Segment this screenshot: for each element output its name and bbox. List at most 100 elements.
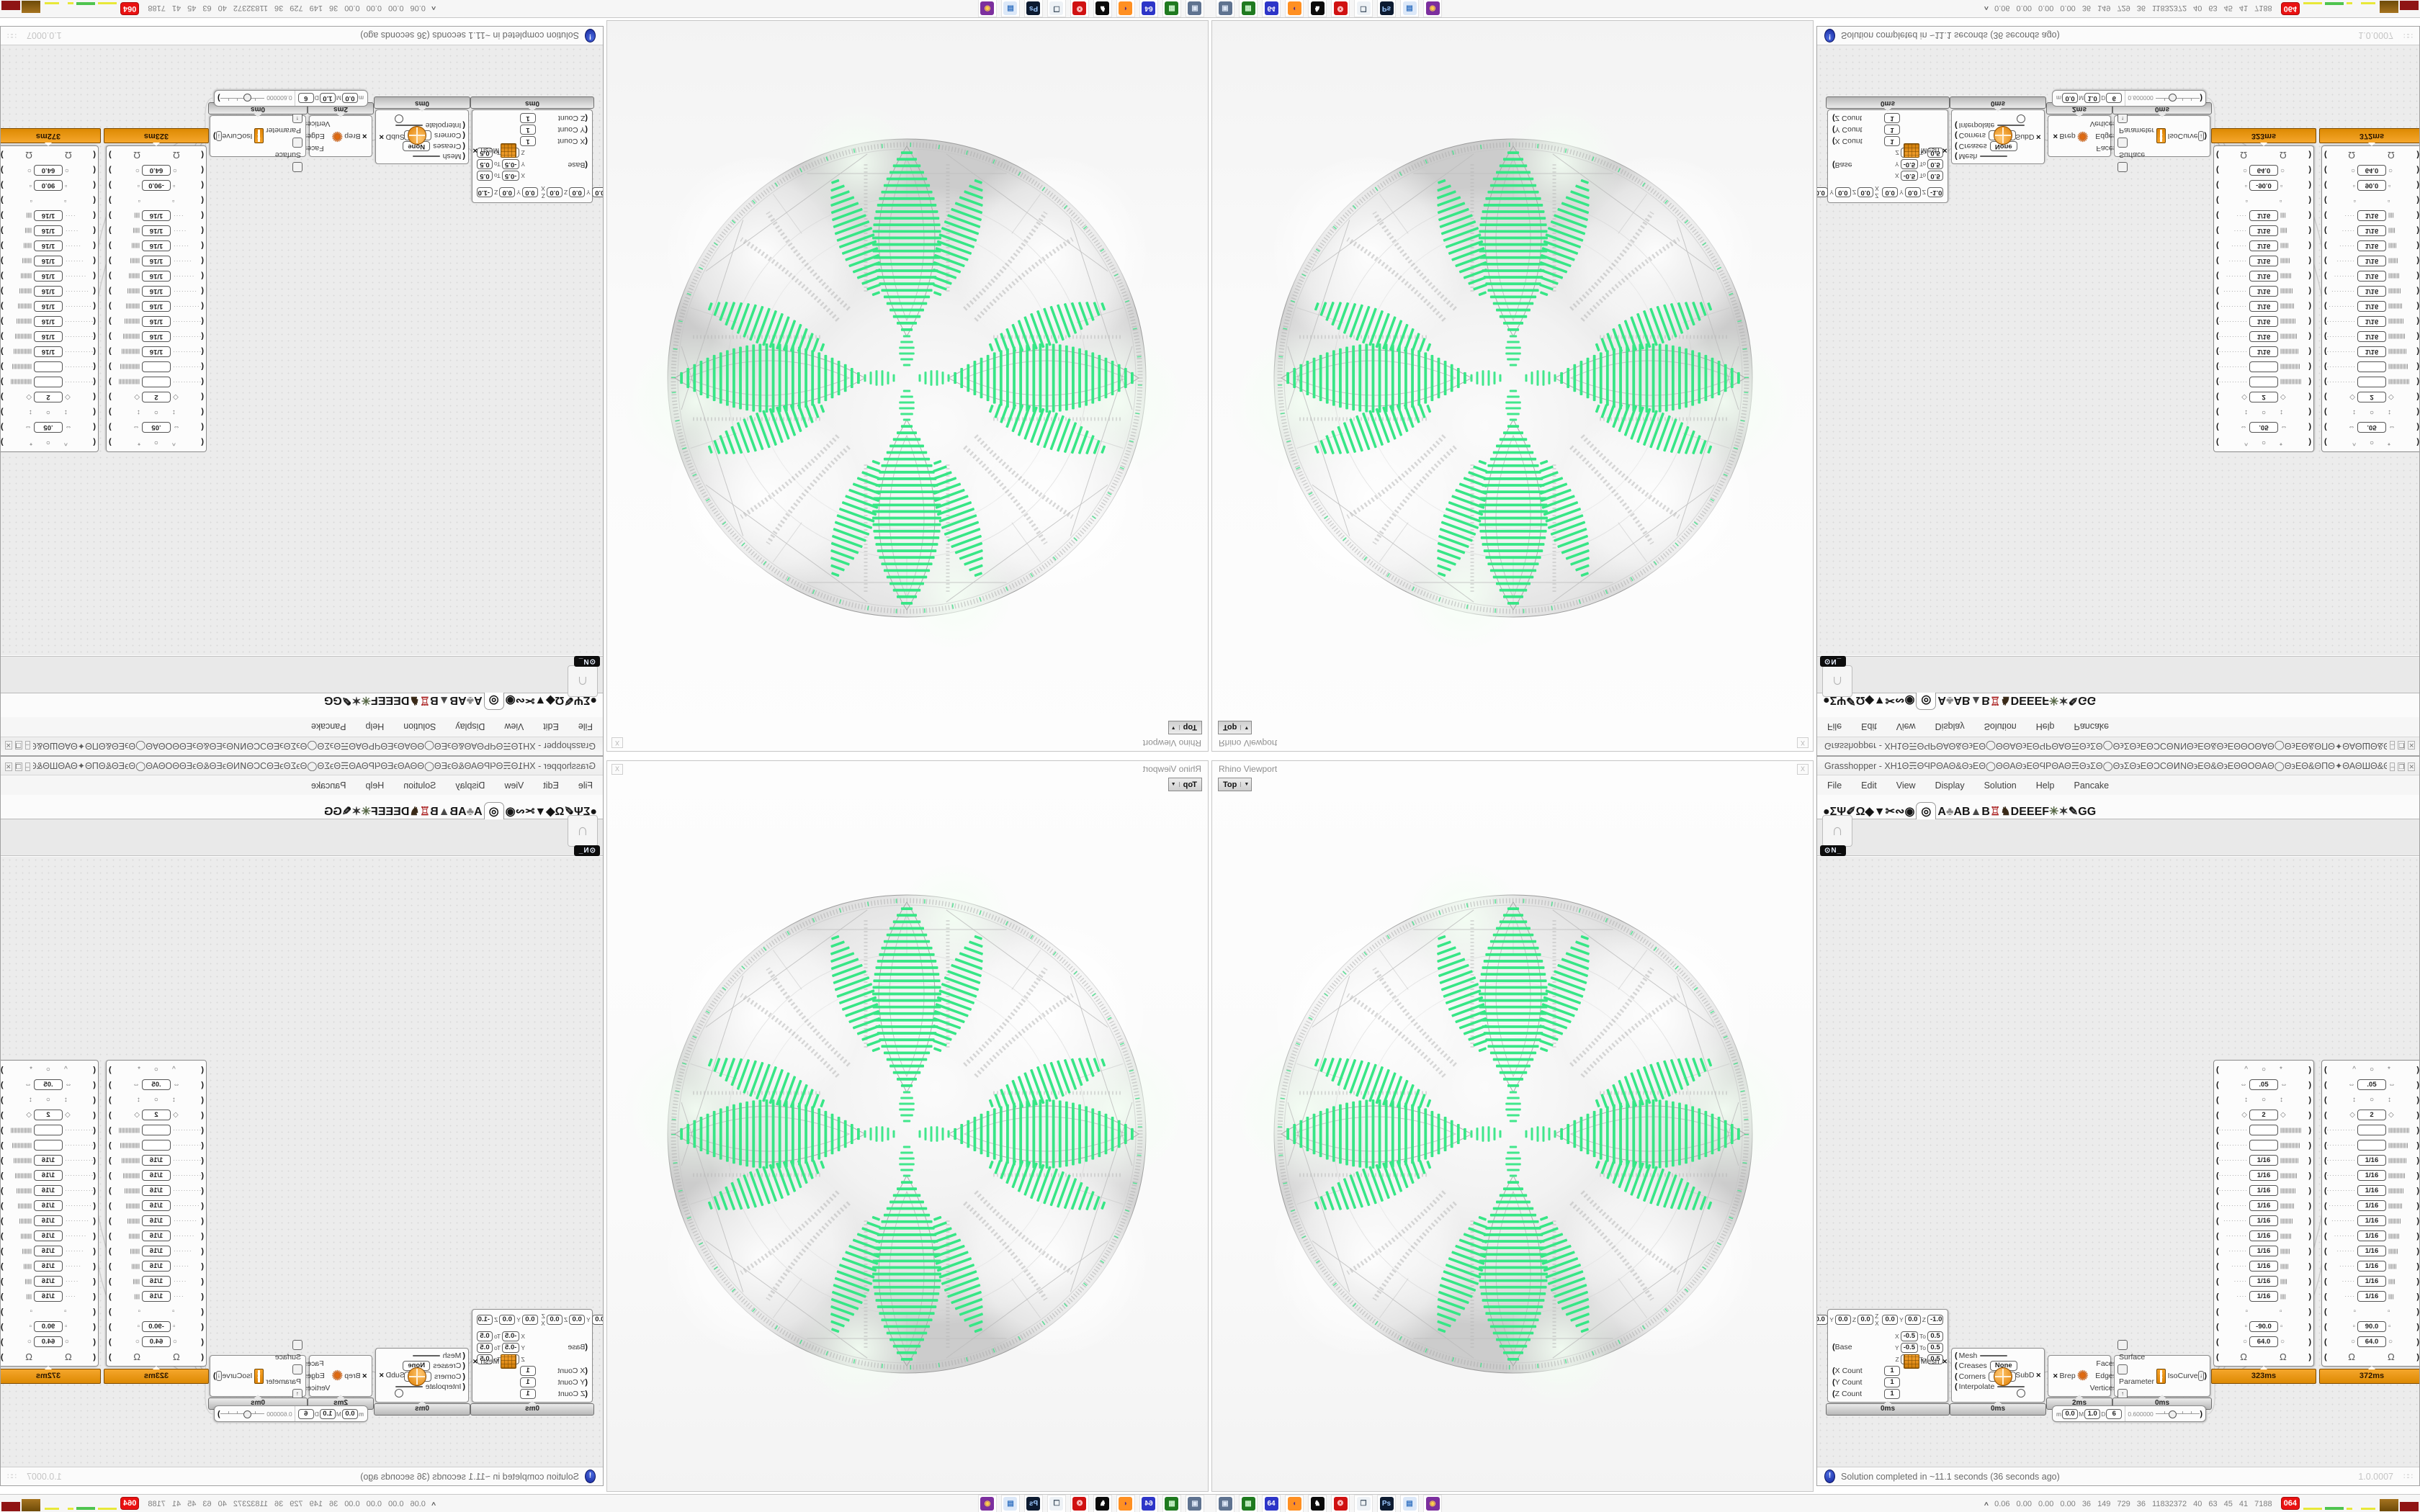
- output-stub[interactable]: ✕: [472, 147, 478, 155]
- node-subd-from-mesh[interactable]: (Mesh(CreasesNone(CornersNone(Interpolat…: [374, 1348, 470, 1416]
- expand-arrow-icon[interactable]: ∧: [1983, 5, 1990, 12]
- category-tab[interactable]: D: [400, 694, 410, 706]
- node-list-panel[interactable]: (^○*) (⇔.05⇔) (↕○↕) (◇2◇) (···············||…: [2319, 1060, 2419, 1384]
- menu-item[interactable]: Edit: [543, 721, 559, 732]
- category-tab[interactable]: B: [1981, 806, 1990, 818]
- category-tab[interactable]: ✳: [2049, 694, 2059, 706]
- title-bar[interactable]: Grasshopper - XH1Θ☴ΘϤΡΘΑΘ&Θ϶ΕΘ◯ΘΘΑΘ϶ΕΘϤΡ…: [1, 737, 603, 755]
- sphere-render[interactable]: [606, 761, 1208, 1491]
- node-list-panel[interactable]: (^○*) (⇔.05⇔) (↕○↕) (◇2◇) (···············||…: [104, 128, 209, 452]
- menu-item[interactable]: Display: [455, 780, 485, 791]
- category-tab[interactable]: ◆: [546, 694, 555, 706]
- category-tab[interactable]: G: [2078, 694, 2087, 706]
- category-tab[interactable]: Ω: [1855, 694, 1865, 706]
- taskbar-app-icon[interactable]: ▦: [1162, 0, 1181, 18]
- view-dropdown-button[interactable]: Top ▼: [1218, 721, 1252, 734]
- component-palette-icon[interactable]: ∩: [568, 665, 598, 697]
- category-tab[interactable]: ♖: [1989, 694, 2001, 706]
- category-tab[interactable]: ✂: [1885, 806, 1896, 818]
- category-tab[interactable]: ♣: [1945, 806, 1954, 818]
- category-tab[interactable]: ∾: [1895, 806, 1905, 818]
- category-tab[interactable]: ∾: [515, 694, 525, 706]
- menu-item[interactable]: View: [1896, 721, 1916, 732]
- menu-item[interactable]: Solution: [1984, 780, 2017, 791]
- category-tab[interactable]: D: [2010, 694, 2020, 706]
- window-control-button[interactable]: –: [24, 741, 30, 750]
- menu-item[interactable]: View: [504, 721, 524, 732]
- category-tab[interactable]: ♖: [1989, 806, 2001, 818]
- node-deconstruct-brep[interactable]: ✕ Brep ✺ Faces✕Edges✕Vertices✕ 2ms: [296, 102, 374, 157]
- taskbar-app-icon[interactable]: ❒: [1047, 1494, 1066, 1512]
- grasshopper-canvas[interactable]: P O X0.0Y0.0Z0.0Z X0.0Y0.0Z-1.0 (Base X-…: [1817, 45, 2419, 656]
- expand-arrow-icon[interactable]: ∧: [430, 5, 437, 12]
- node-list-panel[interactable]: (^○*) (⇔.05⇔) (↕○↕) (◇2◇) (···············||…: [2211, 1060, 2316, 1384]
- category-tab[interactable]: ✶: [2058, 806, 2069, 818]
- taskbar-app-icon[interactable]: ▣: [1216, 1494, 1234, 1512]
- category-tab[interactable]: G: [2087, 806, 2097, 818]
- category-tab[interactable]: E: [2034, 694, 2043, 706]
- category-tab[interactable]: ◆: [1865, 694, 1874, 706]
- category-tab[interactable]: D: [2010, 806, 2020, 818]
- taskbar-app-icon[interactable]: 64: [1139, 0, 1158, 18]
- grasshopper-canvas[interactable]: P O X0.0Y0.0Z0.0Z X0.0Y0.0Z-1.0 (Base X-…: [1, 856, 603, 1467]
- menu-item[interactable]: Edit: [1861, 721, 1877, 732]
- category-tab[interactable]: A: [474, 694, 483, 706]
- sphere-render[interactable]: [606, 21, 1208, 751]
- window-control-button[interactable]: –: [2390, 762, 2396, 771]
- category-tab[interactable]: ✂: [1885, 694, 1896, 706]
- taskbar-app-icon[interactable]: Ps: [1377, 0, 1396, 18]
- category-tab[interactable]: G: [323, 694, 333, 706]
- category-tab[interactable]: E: [393, 694, 401, 706]
- node-subd-from-mesh[interactable]: (Mesh(CreasesNone(CornersNone(Interpolat…: [374, 96, 470, 164]
- taskbar-app-icon[interactable]: Ps: [1024, 0, 1043, 18]
- slider-knob[interactable]: [2169, 94, 2177, 102]
- node-deconstruct-brep[interactable]: ✕ Brep ✺ Faces✕Edges✕Vertices✕ 2ms: [2046, 102, 2124, 157]
- menu-item[interactable]: Display: [1935, 721, 1965, 732]
- menu-item[interactable]: Help: [2035, 780, 2055, 791]
- menu-item[interactable]: Display: [1935, 780, 1965, 791]
- taskbar-app-icon[interactable]: ◖: [1285, 0, 1304, 18]
- title-bar[interactable]: Grasshopper - XH1Θ☴ΘϤΡΘΑΘ&Θ϶ΕΘ◯ΘΘΑΘ϶ΕΘϤΡ…: [1817, 737, 2419, 755]
- menu-item[interactable]: View: [504, 780, 524, 791]
- taskbar-app-icon[interactable]: Ps: [1377, 1494, 1396, 1512]
- category-tab[interactable]: G: [333, 694, 342, 706]
- resize-grip[interactable]: ∷∷: [2403, 31, 2412, 40]
- category-tab[interactable]: ▼: [534, 694, 547, 706]
- category-tab[interactable]: ▲: [438, 694, 450, 706]
- flatten-toggle[interactable]: ↓: [2197, 1371, 2205, 1381]
- slider-track[interactable]: 0.600000: [2125, 1406, 2200, 1421]
- category-tab[interactable]: ●: [1823, 806, 1830, 818]
- flatten-toggle[interactable]: ↓: [215, 1371, 223, 1381]
- window-control-button[interactable]: –: [24, 762, 30, 771]
- interpolate-toggle[interactable]: [2017, 1389, 2025, 1398]
- category-tab[interactable]: ▼: [1873, 694, 1886, 706]
- interpolate-toggle[interactable]: [395, 114, 403, 123]
- title-bar[interactable]: Grasshopper - XH1Θ☴ΘϤΡΘΑΘ&Θ϶ΕΘ◯ΘΘΑΘ϶ΕΘϤΡ…: [1, 757, 603, 775]
- close-icon[interactable]: X: [1797, 737, 1809, 748]
- category-tab[interactable]: ▲: [1970, 694, 1982, 706]
- slider-knob[interactable]: [2169, 1410, 2177, 1418]
- category-tab[interactable]: A: [1953, 806, 1962, 818]
- taskbar-app-icon[interactable]: ▦: [1162, 1494, 1181, 1512]
- menu-item[interactable]: Edit: [1861, 780, 1877, 791]
- view-dropdown-button[interactable]: Top ▼: [1168, 778, 1202, 791]
- taskbar-app-icon[interactable]: ◉: [1423, 0, 1442, 18]
- category-tab[interactable]: E: [2019, 806, 2027, 818]
- window-control-button[interactable]: ❐: [14, 741, 22, 750]
- resize-grip[interactable]: ∷∷: [8, 31, 17, 40]
- category-tab[interactable]: F: [2042, 806, 2050, 818]
- menu-item[interactable]: File: [1827, 780, 1842, 791]
- taskbar-app-icon[interactable]: ▤: [1400, 0, 1419, 18]
- category-tab[interactable]: G: [2078, 806, 2087, 818]
- slider-track[interactable]: 0.600000: [2125, 91, 2200, 106]
- expand-arrow-icon[interactable]: ∧: [1983, 1500, 1990, 1507]
- taskbar-app-icon[interactable]: ◖: [1285, 1494, 1304, 1512]
- taskbar-app-icon[interactable]: ▣: [1186, 0, 1204, 18]
- taskbar-app-icon[interactable]: ♞: [1093, 1494, 1112, 1512]
- node-deconstruct-brep[interactable]: ✕ Brep ✺ Faces✕Edges✕Vertices✕ 2ms: [296, 1355, 374, 1410]
- category-tab[interactable]: B: [449, 694, 458, 706]
